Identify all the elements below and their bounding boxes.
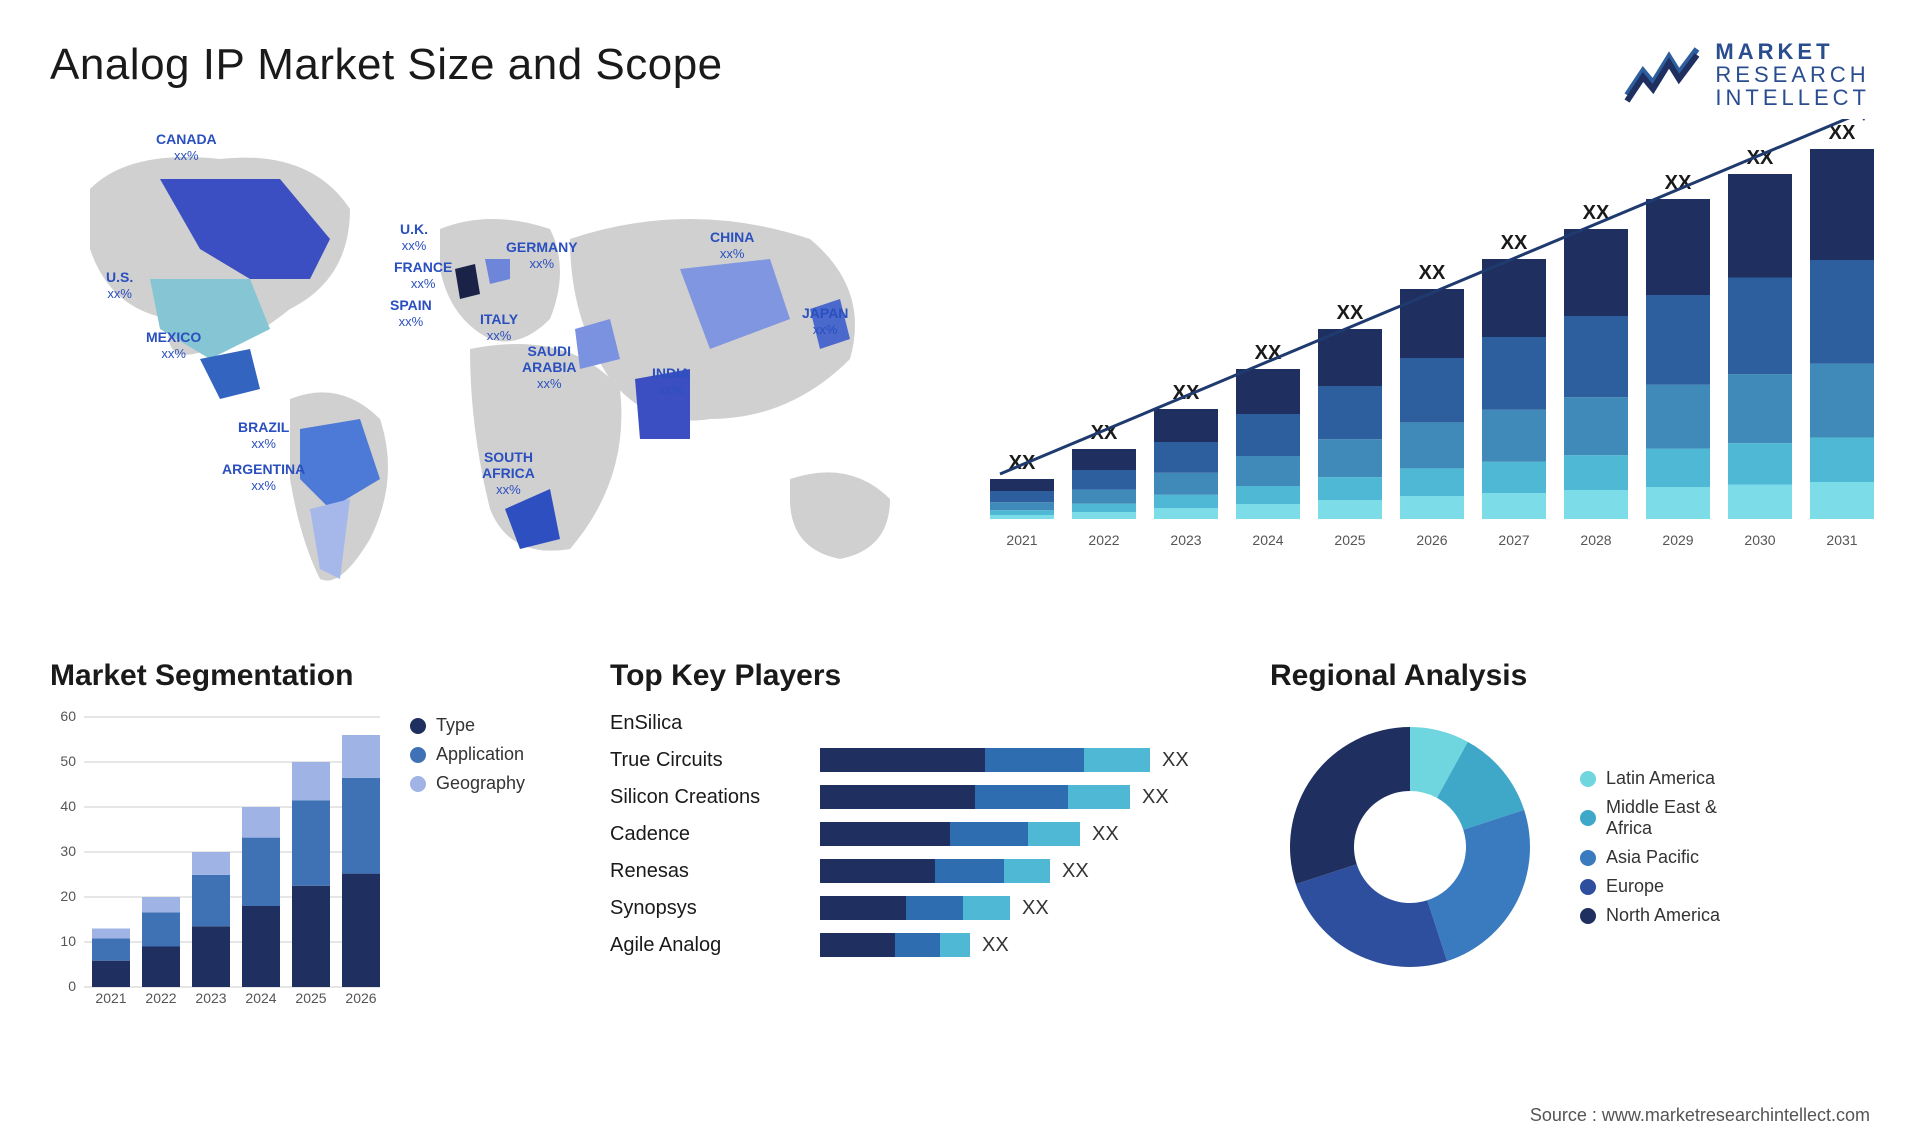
svg-text:2021: 2021 [95,990,126,1006]
svg-text:30: 30 [60,843,76,859]
page-title: Analog IP Market Size and Scope [50,40,723,90]
growth-chart: XX2021XX2022XX2023XX2024XX2025XX2026XX20… [970,119,1910,639]
logo-line1: MARKET [1715,40,1870,63]
svg-text:40: 40 [60,798,76,814]
legend-item: Middle East &Africa [1580,797,1720,839]
player-name: True Circuits [610,749,820,772]
svg-text:2022: 2022 [145,990,176,1006]
country-label: JAPANxx% [802,305,848,338]
svg-text:60: 60 [60,708,76,724]
player-name: Silicon Creations [610,786,820,809]
logo-line2: RESEARCH [1715,63,1870,86]
player-bar [820,822,1080,846]
legend-item: Europe [1580,876,1720,897]
svg-text:2025: 2025 [295,990,326,1006]
svg-text:2031: 2031 [1826,532,1857,548]
svg-text:XX: XX [1009,452,1036,474]
player-value: XX [1062,860,1089,883]
player-row: Renesas XX [610,855,1250,887]
svg-text:2023: 2023 [195,990,226,1006]
country-label: MEXICOxx% [146,329,201,362]
svg-text:2022: 2022 [1088,532,1119,548]
key-players-list: EnSilicaTrue CircuitsXXSilicon Creations… [610,707,1250,961]
player-row: Cadence XX [610,818,1250,850]
legend-item: Latin America [1580,768,1720,789]
player-value: XX [1162,749,1189,772]
svg-text:2023: 2023 [1170,532,1201,548]
player-row: True Circuits XX [610,744,1250,776]
regional-title: Regional Analysis [1270,659,1870,693]
country-label: ARGENTINAxx% [222,461,305,494]
brand-logo: MARKET RESEARCH INTELLECT [1623,40,1870,109]
player-bar [820,748,1150,772]
player-name: Renesas [610,860,820,883]
country-label: GERMANYxx% [506,239,578,272]
key-players-title: Top Key Players [610,659,1250,693]
player-value: XX [1022,897,1049,920]
regional-panel: Regional Analysis Latin America Middle Ea… [1270,659,1870,1039]
player-name: Agile Analog [610,934,820,957]
country-label: BRAZILxx% [238,419,289,452]
world-map: CANADAxx% U.S.xx% MEXICOxx% BRAZILxx% ARGENT… [50,119,930,639]
country-label: SPAINxx% [390,297,432,330]
logo-icon [1623,43,1703,107]
svg-text:2030: 2030 [1744,532,1775,548]
svg-text:2026: 2026 [1416,532,1447,548]
segmentation-legend: Type Application Geography [410,707,525,1007]
player-value: XX [982,934,1009,957]
segmentation-chart: 0 10 20 30 40 50 60 2021 2022 2023 2024 2025 2026 [50,707,390,1007]
country-label: FRANCExx% [394,259,452,292]
country-label: U.K.xx% [400,221,428,254]
segmentation-title: Market Segmentation [50,659,590,693]
player-bar [820,933,970,957]
svg-text:2021: 2021 [1006,532,1037,548]
regional-donut [1270,707,1550,987]
svg-text:10: 10 [60,933,76,949]
legend-item: Asia Pacific [1580,847,1720,868]
legend-item: Application [410,744,525,765]
svg-text:2024: 2024 [245,990,276,1006]
svg-text:0: 0 [68,978,76,994]
regional-legend: Latin America Middle East &Africa Asia Pac… [1580,760,1720,934]
segmentation-panel: Market Segmentation 0 10 20 30 40 50 60 2021 202… [50,659,590,1039]
country-label: U.S.xx% [106,269,133,302]
svg-text:2029: 2029 [1662,532,1693,548]
svg-text:XX: XX [1419,262,1446,284]
player-bar [820,859,1050,883]
svg-text:20: 20 [60,888,76,904]
player-row: Agile Analog XX [610,929,1250,961]
svg-text:XX: XX [1337,302,1364,324]
svg-text:2027: 2027 [1498,532,1529,548]
legend-item: Geography [410,773,525,794]
logo-line3: INTELLECT [1715,86,1870,109]
player-bar [820,896,1010,920]
country-label: INDIAxx% [652,365,690,398]
player-name: Synopsys [610,897,820,920]
country-label: CHINAxx% [710,229,754,262]
svg-text:XX: XX [1501,232,1528,254]
player-name: EnSilica [610,712,820,735]
player-name: Cadence [610,823,820,846]
country-label: SAUDIARABIAxx% [522,343,576,392]
player-value: XX [1092,823,1119,846]
country-label: ITALYxx% [480,311,518,344]
svg-text:2025: 2025 [1334,532,1365,548]
legend-item: North America [1580,905,1720,926]
country-label: CANADAxx% [156,131,217,164]
source-note: Source : www.marketresearchintellect.com [1530,1105,1870,1126]
legend-item: Type [410,715,525,736]
svg-text:2024: 2024 [1252,532,1283,548]
svg-text:2026: 2026 [345,990,376,1006]
player-row: Synopsys XX [610,892,1250,924]
svg-text:50: 50 [60,753,76,769]
player-bar [820,785,1130,809]
player-row: Silicon Creations XX [610,781,1250,813]
key-players-panel: Top Key Players EnSilicaTrue CircuitsXXS… [610,659,1250,1039]
country-label: SOUTHAFRICAxx% [482,449,535,498]
player-row: EnSilica [610,707,1250,739]
svg-text:2028: 2028 [1580,532,1611,548]
player-value: XX [1142,786,1169,809]
